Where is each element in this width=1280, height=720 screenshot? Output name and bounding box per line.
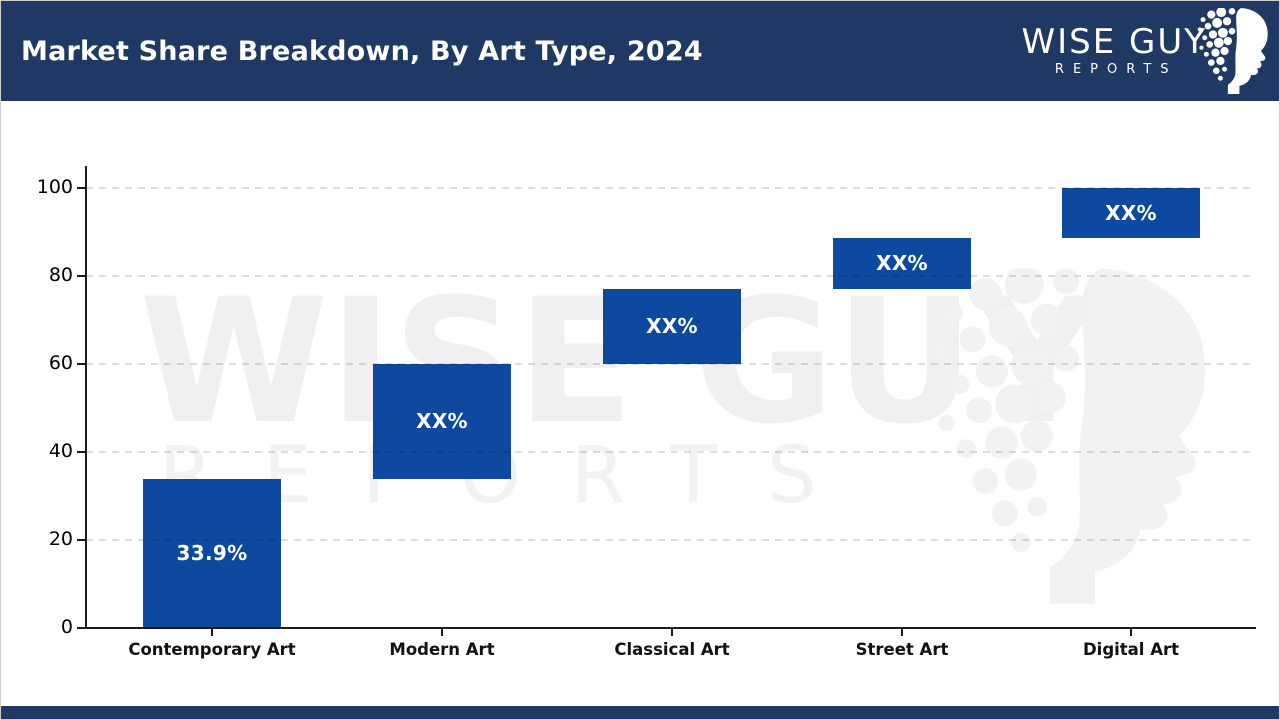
logo-name: WISE GUY [1021, 22, 1207, 63]
bar-classical-art: XX% [603, 288, 741, 364]
y-tick-label: 60 [48, 351, 73, 374]
bar-value-label: XX% [646, 314, 698, 339]
logo-tagline: REPORTS [1054, 61, 1178, 77]
x-tick-label: Classical Art [614, 640, 730, 659]
gridline [86, 362, 1256, 365]
bar-value-label: XX% [876, 251, 928, 276]
wise-guy-logo: WISE GUY REPORTS [1021, 5, 1271, 97]
y-tick-label: 100 [36, 175, 73, 198]
gridline [86, 274, 1256, 277]
x-tick-label: Modern Art [389, 640, 495, 659]
y-tick-label: 40 [48, 439, 73, 462]
y-tick [77, 538, 85, 541]
x-tick-label: Street Art [855, 640, 949, 659]
y-tick-label: 80 [48, 263, 73, 286]
x-tick [671, 629, 673, 636]
x-tick-label: Digital Art [1082, 640, 1180, 659]
y-tick-label: 20 [48, 527, 73, 550]
gridline [86, 450, 1256, 453]
x-tick-label: Contemporary Art [128, 640, 296, 659]
y-tick [77, 627, 85, 629]
bar-value-label: XX% [1105, 200, 1157, 225]
gridline [86, 538, 1256, 541]
bar-street-art: XX% [833, 238, 971, 289]
y-axis-line [85, 166, 87, 628]
logo-wordmark: WISE GUY REPORTS [1021, 22, 1207, 77]
x-tick [211, 629, 213, 636]
y-tick [77, 274, 85, 277]
y-tick-label: 0 [60, 616, 73, 638]
y-tick [77, 186, 85, 189]
y-tick [77, 450, 85, 453]
gridline [86, 186, 1256, 189]
x-tick [901, 629, 903, 636]
header-bar: Market Share Breakdown, By Art Type, 202… [1, 1, 1279, 101]
footer-bar [1, 706, 1279, 719]
bar-value-label: 33.9% [176, 541, 248, 566]
bar-contemporary-art: 33.9% [143, 478, 281, 628]
x-axis-line [85, 627, 1256, 629]
bar-digital-art: XX% [1062, 187, 1200, 239]
x-tick [1130, 629, 1132, 636]
bar-modern-art: XX% [373, 363, 511, 479]
page-title: Market Share Breakdown, By Art Type, 202… [21, 35, 703, 67]
y-tick [77, 362, 85, 365]
bar-value-label: XX% [416, 409, 468, 434]
x-tick [441, 629, 443, 636]
